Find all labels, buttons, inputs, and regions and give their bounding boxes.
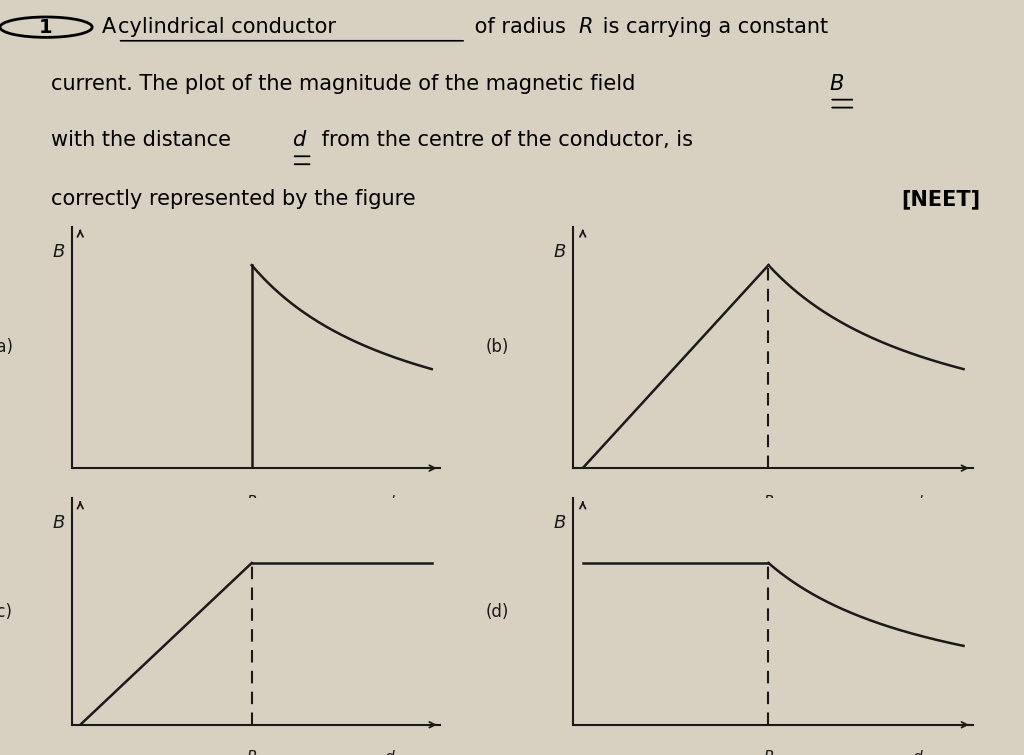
Text: cylindrical conductor: cylindrical conductor — [118, 17, 336, 37]
Text: current. The plot of the magnitude of the magnetic field: current. The plot of the magnitude of th… — [51, 74, 642, 94]
Text: (c): (c) — [0, 602, 12, 621]
Text: R: R — [247, 495, 257, 510]
Text: B: B — [554, 514, 566, 532]
Text: 1: 1 — [39, 17, 53, 37]
Text: B: B — [829, 74, 844, 94]
Text: R: R — [247, 750, 257, 755]
Text: B: B — [52, 514, 65, 532]
Text: R: R — [763, 750, 774, 755]
Text: d: d — [912, 495, 922, 510]
Text: d: d — [384, 495, 393, 510]
Text: R: R — [763, 495, 774, 510]
Text: d: d — [384, 750, 393, 755]
Text: d: d — [912, 750, 922, 755]
Text: A: A — [102, 17, 123, 37]
Text: (a): (a) — [0, 338, 13, 356]
Text: [NEET]: [NEET] — [901, 190, 980, 209]
Text: is carrying a constant: is carrying a constant — [596, 17, 828, 37]
Text: of radius: of radius — [468, 17, 572, 37]
Text: (b): (b) — [485, 338, 509, 356]
Text: with the distance: with the distance — [51, 131, 238, 150]
Text: correctly represented by the figure: correctly represented by the figure — [51, 190, 416, 209]
Text: (d): (d) — [485, 602, 509, 621]
Text: from the centre of the conductor, is: from the centre of the conductor, is — [315, 131, 693, 150]
Text: d: d — [292, 131, 305, 150]
Text: R: R — [579, 17, 593, 37]
Text: B: B — [52, 243, 65, 261]
Text: B: B — [554, 243, 566, 261]
